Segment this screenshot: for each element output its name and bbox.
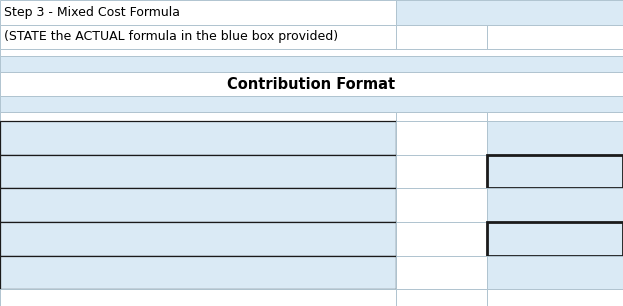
Bar [396,25,487,49]
Bar [0,188,396,222]
Bar [0,49,623,56]
Bar [0,96,623,112]
Text: Contribution Format: Contribution Format [227,76,396,91]
Bar [396,256,487,289]
Bar [0,155,396,188]
Bar [0,289,396,306]
Bar [396,121,487,155]
Bar [487,25,623,49]
Bar [0,25,396,49]
Bar [0,56,623,72]
Bar [0,256,396,289]
Bar [396,222,487,256]
Bar [487,188,623,222]
Bar [396,188,487,222]
Bar [487,112,623,121]
Bar [0,222,396,256]
Bar [487,256,623,289]
Bar [396,0,623,25]
Bar [0,0,396,25]
Bar [0,121,396,155]
Text: (STATE the ACTUAL formula in the blue box provided): (STATE the ACTUAL formula in the blue bo… [4,30,338,43]
Text: Step 3 - Mixed Cost Formula: Step 3 - Mixed Cost Formula [4,6,180,19]
Bar [487,222,623,256]
Bar [396,155,487,188]
Bar [487,155,623,188]
Bar [487,121,623,155]
Bar [0,112,396,121]
Bar [396,112,487,121]
Bar [0,72,623,96]
Bar [396,289,487,306]
Bar [487,289,623,306]
